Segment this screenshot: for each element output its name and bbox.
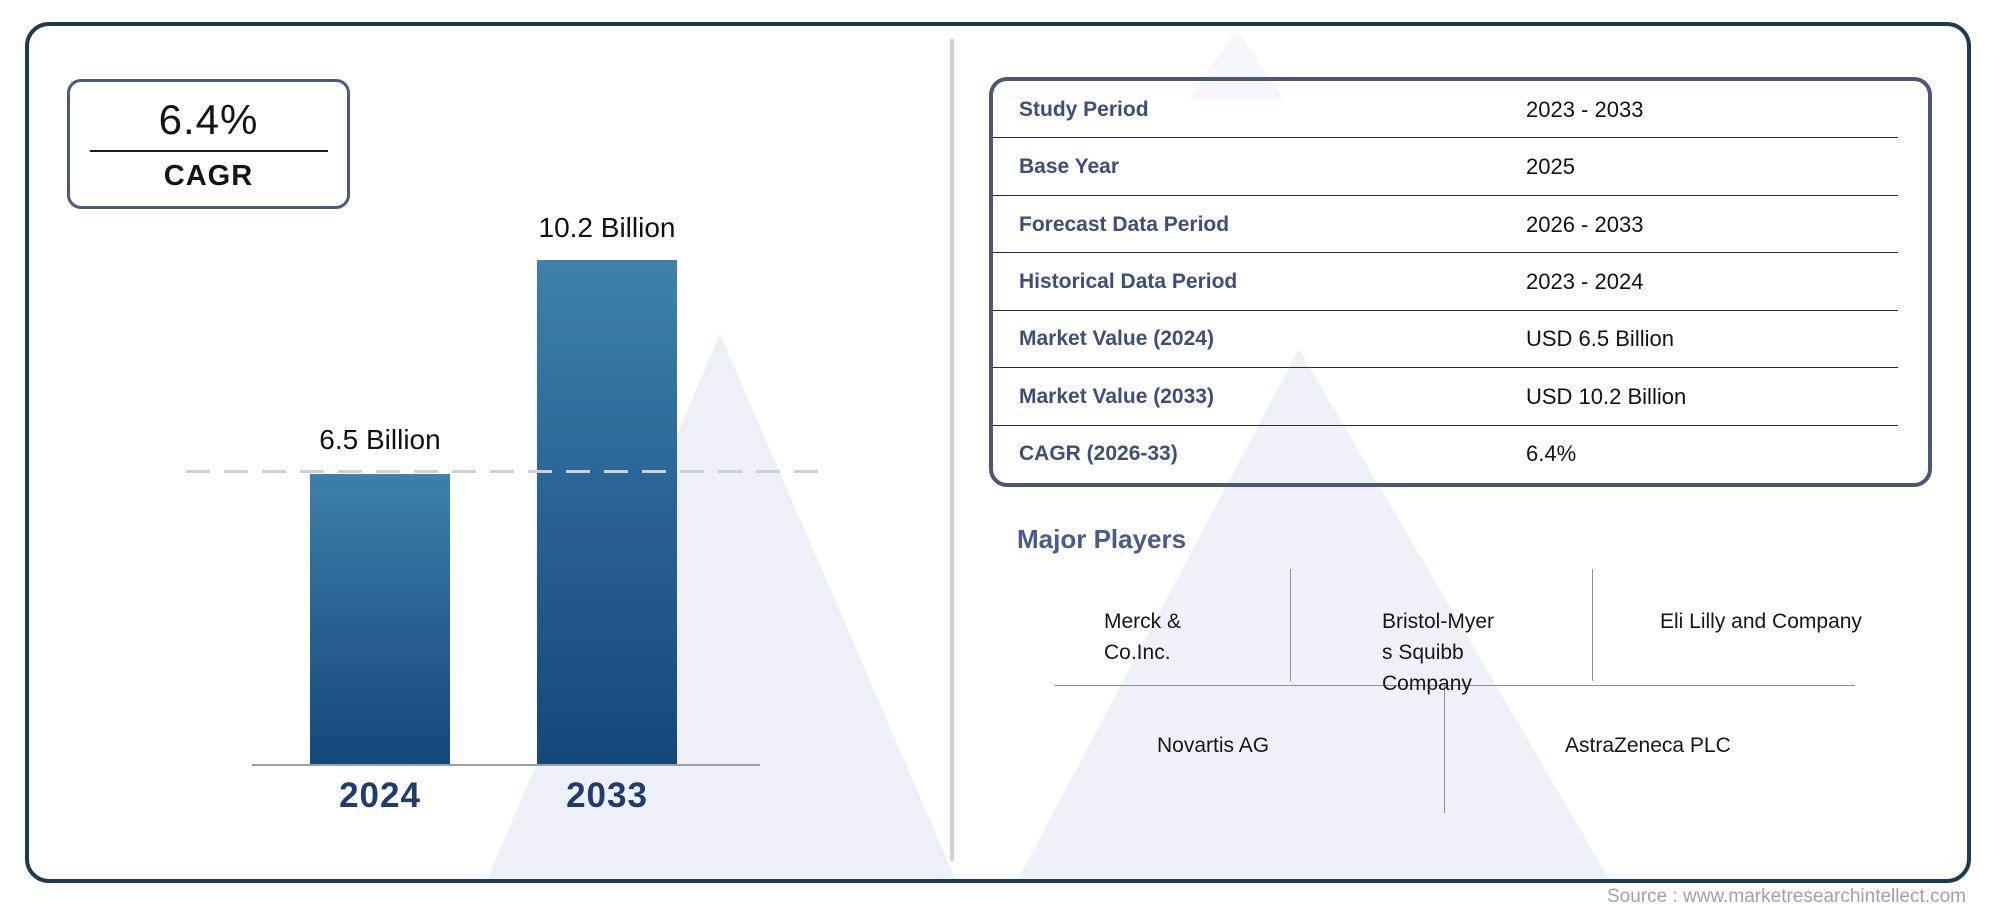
row-label: Forecast Data Period (1019, 212, 1230, 236)
table-row: Forecast Data Period 2026 - 2033 (993, 196, 1928, 254)
source-attribution: Source : www.marketresearchintellect.com (1606, 886, 1966, 907)
cagr-box: 6.4% CAGR (67, 79, 350, 209)
row-label: Market Value (2033) (1019, 384, 1214, 408)
player-astrazeneca: AstraZeneca PLC (1565, 734, 1731, 757)
row-value: USD 10.2 Billion (1526, 383, 1687, 409)
row-value: 6.4% (1526, 441, 1577, 467)
row-value: USD 6.5 Billion (1526, 326, 1674, 352)
row-value: 2025 (1526, 154, 1575, 180)
bar-value-label-2024: 6.5 Billion (319, 424, 441, 455)
row-label: Historical Data Period (1019, 269, 1238, 293)
table-row: Market Value (2024) USD 6.5 Billion (993, 311, 1928, 369)
table-row: Market Value (2033) USD 10.2 Billion (993, 368, 1928, 426)
table-row: CAGR (2026-33) 6.4% (993, 426, 1928, 483)
main-frame: 6.4% CAGR 6.5 Billion 10.2 Billion 2024 … (25, 22, 1971, 883)
row-label: Market Value (2024) (1019, 327, 1214, 351)
row-separator (993, 194, 1898, 196)
bar-2024 (310, 474, 450, 764)
reference-dashed-line (186, 470, 826, 473)
x-tick-2033: 2033 (566, 776, 648, 815)
x-axis-line (252, 764, 760, 766)
player-merck: Merck & Co.Inc. (1104, 610, 1182, 664)
row-separator (993, 424, 1898, 426)
cagr-divider (89, 149, 328, 152)
player-bristol-myers-squibb: Bristol-Myer s Squibb Company (1382, 610, 1495, 695)
table-row: Base Year 2025 (993, 138, 1928, 196)
cagr-value: 6.4% (158, 95, 259, 143)
row-value: 2023 - 2033 (1526, 96, 1644, 122)
row-separator (993, 367, 1898, 369)
major-players-title: Major Players (1017, 524, 1187, 554)
row-separator (993, 252, 1898, 254)
row-separator (993, 309, 1898, 311)
x-tick-2024: 2024 (339, 776, 421, 815)
players-grid-vline-2 (1592, 569, 1593, 681)
panel-divider (950, 39, 954, 861)
row-separator (993, 137, 1898, 139)
bar-value-label-2033: 10.2 Billion (538, 212, 676, 243)
table-row: Study Period 2023 - 2033 (993, 81, 1928, 139)
study-info-table: Study Period 2023 - 2033 Base Year 2025 … (989, 77, 1932, 487)
players-grid-hline (1055, 685, 1855, 686)
players-grid-vline-1 (1290, 569, 1291, 681)
player-novartis: Novartis AG (1157, 734, 1270, 757)
row-value: 2026 - 2033 (1526, 211, 1644, 237)
players-grid-vline-3 (1444, 685, 1445, 813)
player-eli-lilly: Eli Lilly and Company (1660, 610, 1862, 633)
row-label: Study Period (1019, 97, 1149, 121)
row-label: CAGR (2026-33) (1019, 442, 1178, 466)
cagr-label: CAGR (163, 159, 254, 192)
bar-2033 (537, 260, 677, 764)
table-row: Historical Data Period 2023 - 2024 (993, 253, 1928, 311)
row-label: Base Year (1019, 155, 1120, 179)
row-value: 2023 - 2024 (1526, 268, 1644, 294)
